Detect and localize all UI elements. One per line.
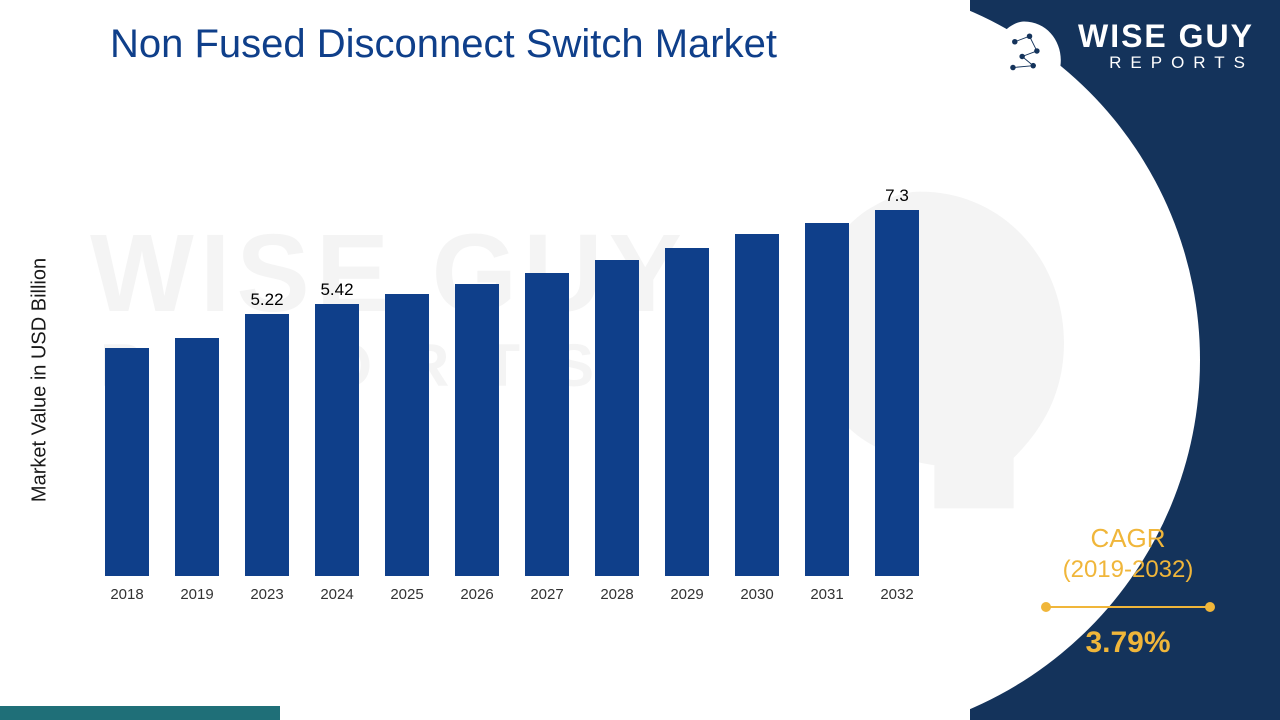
x-tick-label: 2023 xyxy=(250,586,283,603)
brand-head-icon xyxy=(978,14,1070,110)
brand-line2: REPORTS xyxy=(1078,54,1254,71)
bar xyxy=(805,223,849,576)
cagr-divider-dot-right xyxy=(1205,602,1215,612)
bar xyxy=(315,304,359,576)
bar-col: 5.22 xyxy=(232,150,302,576)
bar-col xyxy=(582,150,652,576)
x-tick-label: 2027 xyxy=(530,586,563,603)
bar xyxy=(875,210,919,576)
cagr-range: (2019-2032) xyxy=(1016,556,1240,584)
brand-logo: WISE GUY REPORTS xyxy=(1078,20,1254,71)
bar xyxy=(385,294,429,576)
bar-col: 7.3 xyxy=(862,150,932,576)
bar-col xyxy=(792,150,862,576)
x-tick-label: 2028 xyxy=(600,586,633,603)
x-tick-label: 2019 xyxy=(180,586,213,603)
x-tick-label: 2030 xyxy=(740,586,773,603)
bar xyxy=(525,273,569,576)
bar-col xyxy=(92,150,162,576)
chart-stage: WISE GUY REPORTS WISE GUY REPORTS Non Fu… xyxy=(0,0,1280,720)
bar-col: 5.42 xyxy=(302,150,372,576)
x-tick-label: 2025 xyxy=(390,586,423,603)
bar xyxy=(455,284,499,576)
chart-title: Non Fused Disconnect Switch Market xyxy=(110,22,777,67)
bar xyxy=(595,260,639,576)
cagr-value: 3.79% xyxy=(1016,626,1240,660)
bar-value-label: 5.42 xyxy=(320,280,353,300)
bar xyxy=(175,338,219,576)
bar-col xyxy=(652,150,722,576)
y-axis-label: Market Value in USD Billion xyxy=(29,258,52,502)
bar-col xyxy=(442,150,512,576)
x-tick-label: 2026 xyxy=(460,586,493,603)
bar-chart: Market Value in USD Billion 5.225.427.3 … xyxy=(50,150,950,610)
cagr-divider-dot-left xyxy=(1041,602,1051,612)
bottom-accent-bar xyxy=(0,706,280,720)
bar xyxy=(105,348,149,576)
x-tick-label: 2018 xyxy=(110,586,143,603)
bar-value-label: 7.3 xyxy=(885,186,909,206)
bar-col xyxy=(372,150,442,576)
cagr-divider-track xyxy=(1043,606,1213,608)
bar xyxy=(245,314,289,576)
cagr-label: CAGR xyxy=(1016,523,1240,554)
bar-col xyxy=(162,150,232,576)
plot-area: 5.22 5.42 7.3 xyxy=(92,150,932,576)
x-tick-label: 2032 xyxy=(880,586,913,603)
x-axis-labels: 2018 2019 2023 2024 2025 2026 2027 2028 2029 2030… xyxy=(92,580,932,610)
bar-value-label: 5.22 xyxy=(250,290,283,310)
x-tick-label: 2029 xyxy=(670,586,703,603)
cagr-block: CAGR (2019-2032) 3.79% xyxy=(1016,523,1240,660)
cagr-divider xyxy=(1043,602,1213,612)
x-tick-label: 2024 xyxy=(320,586,353,603)
bar xyxy=(665,248,709,576)
bar xyxy=(735,234,779,576)
brand-line1: WISE GUY xyxy=(1078,20,1254,52)
bar-col xyxy=(512,150,582,576)
x-tick-label: 2031 xyxy=(810,586,843,603)
bar-col xyxy=(722,150,792,576)
